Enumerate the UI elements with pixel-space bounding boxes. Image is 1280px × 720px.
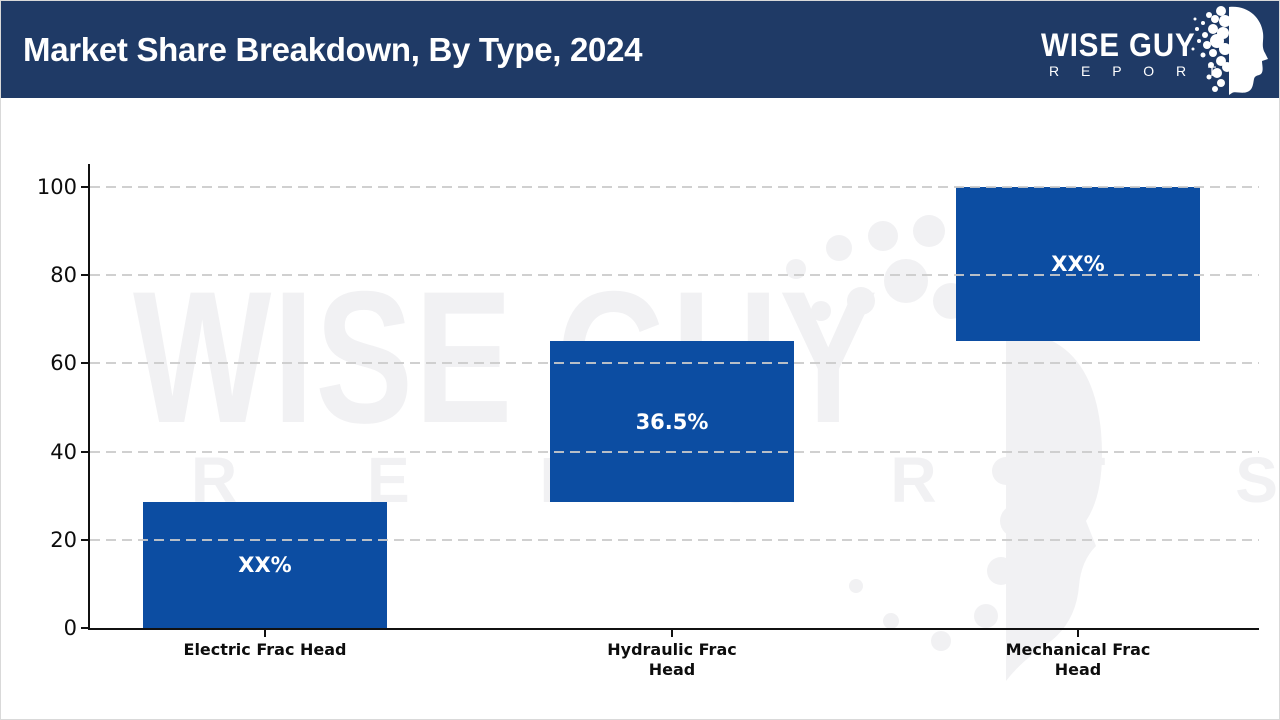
y-tick-label: 0 (63, 616, 77, 640)
y-tick-mark (81, 538, 89, 541)
page-title: Market Share Breakdown, By Type, 2024 (23, 30, 643, 68)
y-axis-line (88, 164, 90, 630)
x-tick-mark (264, 628, 266, 637)
y-tick-label: 100 (36, 175, 77, 199)
x-axis-label-electric-frac-head: Electric Frac Head (183, 640, 347, 659)
x-tick-mark (1077, 628, 1079, 637)
bar-value-label: XX% (238, 553, 292, 578)
y-tick-mark (81, 362, 89, 365)
header-band: Market Share Breakdown, By Type, 2024 WI… (1, 1, 1279, 98)
bar-hydraulic-frac-head (550, 341, 794, 503)
y-tick-label: 80 (50, 263, 77, 288)
wiseguy-logo: WISE GUY R E P O R T S (1019, 5, 1269, 95)
logo-reports-text: R E P O R T S (1049, 63, 1257, 79)
logo-wordmark: WISE GUY (1041, 27, 1196, 63)
x-axis-label-hydraulic-frac-head: Hydraulic Frac Head (607, 640, 737, 679)
y-tick-mark (81, 627, 89, 629)
bar-electric-frac-head (143, 502, 387, 628)
y-tick-label: 20 (50, 527, 77, 552)
x-axis-label-mechanical-frac-head: Mechanical Frac Head (1005, 640, 1151, 679)
x-axis-line (88, 628, 1259, 630)
bar-mechanical-frac-head (956, 187, 1200, 342)
gridline-20 (90, 538, 1259, 541)
bar-value-label: XX% (1051, 252, 1105, 277)
x-tick-mark (671, 628, 673, 637)
face-profile-icon (1191, 6, 1268, 95)
gridline-100 (90, 186, 1259, 188)
y-tick-mark (81, 450, 89, 453)
gridline-80 (90, 274, 1259, 277)
gridline-40 (90, 450, 1259, 453)
y-tick-mark (81, 186, 89, 188)
y-tick-mark (81, 274, 89, 277)
y-tick-label: 60 (50, 351, 77, 376)
y-tick-label: 40 (50, 439, 77, 464)
gridline-60 (90, 362, 1259, 365)
bar-value-label: 36.5% (635, 409, 709, 434)
